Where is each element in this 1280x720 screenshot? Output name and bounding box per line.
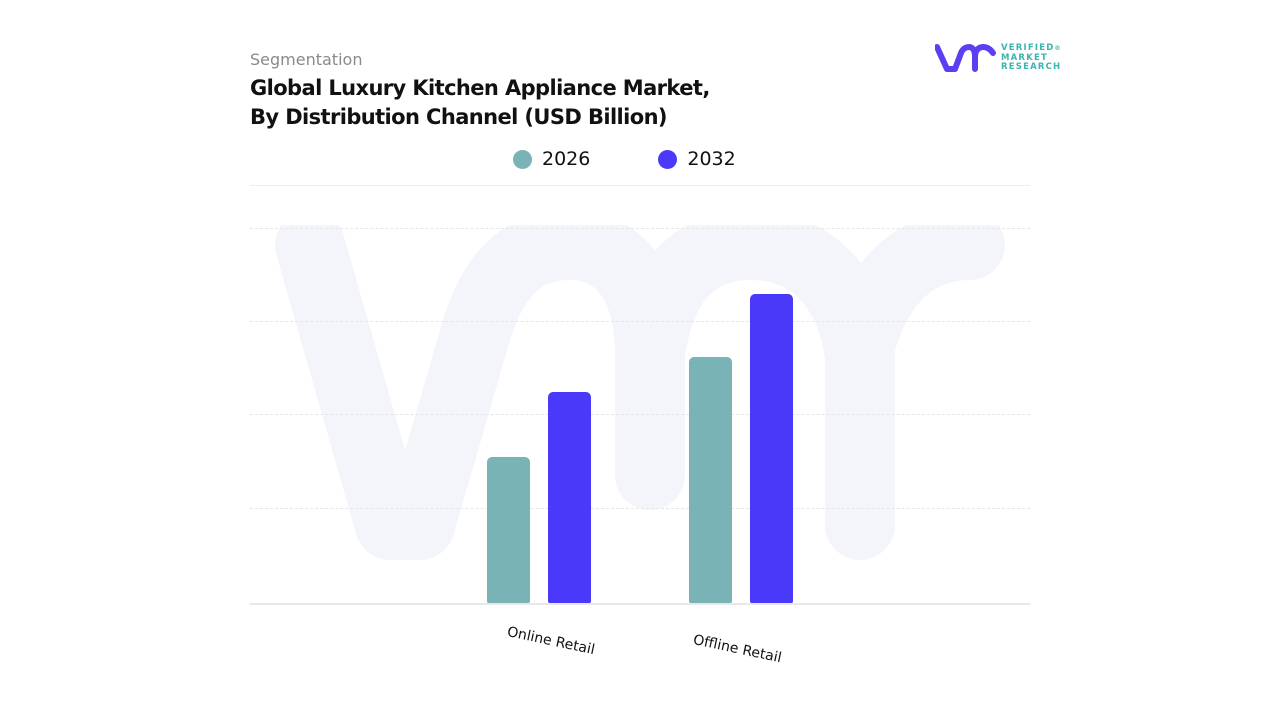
legend-item-2032: 2032 <box>658 148 736 170</box>
vmr-logo-icon <box>934 43 996 72</box>
logo-line-market: MARKET <box>1001 52 1048 63</box>
gridline <box>250 508 1030 509</box>
logo-line-research: RESEARCH <box>1001 62 1062 72</box>
legend: 2026 2032 <box>513 148 736 170</box>
x-axis-label-online-retail: Online Retail <box>505 624 597 659</box>
legend-swatch-2032-icon <box>658 149 678 169</box>
gridline <box>250 228 1030 229</box>
legend-label-2026: 2026 <box>542 148 591 170</box>
chart-title: Global Luxury Kitchen Appliance Market, … <box>250 74 710 132</box>
bar-online-retail-2032[interactable] <box>548 392 591 604</box>
gridline <box>250 321 1030 322</box>
x-axis-baseline <box>250 603 1030 605</box>
plot-top-border <box>250 185 1030 186</box>
plot-area <box>250 185 1030 605</box>
brand-logo: VERIFIED® MARKET RESEARCH <box>934 43 1065 77</box>
registered-mark: ® <box>1054 45 1062 52</box>
subtitle: Segmentation <box>250 50 363 69</box>
legend-swatch-2026-icon <box>513 149 532 169</box>
logo-wordmark: VERIFIED® MARKET RESEARCH <box>1001 43 1062 73</box>
logo-line-verified: VERIFIED <box>1001 43 1055 53</box>
chart-title-line-2: By Distribution Channel (USD Billion) <box>250 105 668 129</box>
chart-title-line-1: Global Luxury Kitchen Appliance Market, <box>250 76 710 100</box>
x-axis-label-offline-retail: Offline Retail <box>691 632 783 667</box>
bar-online-retail-2026[interactable] <box>487 457 530 604</box>
legend-label-2032: 2032 <box>687 148 736 170</box>
legend-item-2026: 2026 <box>513 148 590 170</box>
bar-offline-retail-2032[interactable] <box>750 294 793 604</box>
gridline <box>250 414 1030 415</box>
bar-offline-retail-2026[interactable] <box>689 357 732 604</box>
